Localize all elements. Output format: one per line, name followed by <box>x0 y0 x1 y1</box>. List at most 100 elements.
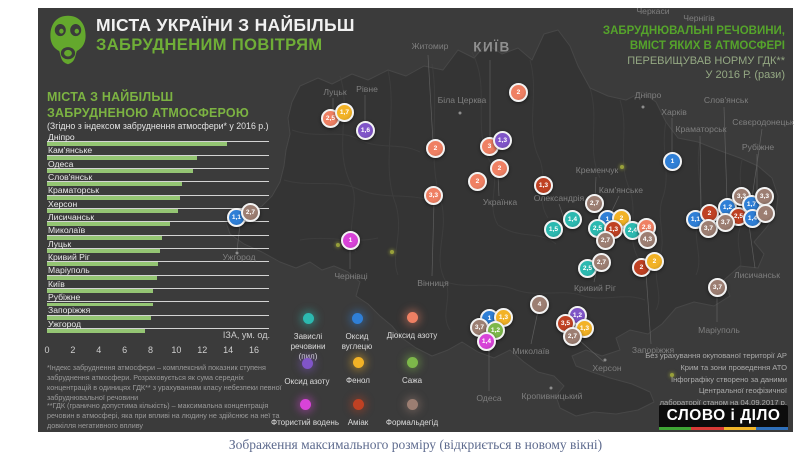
city-label: КИЇВ <box>473 39 511 55</box>
footnote-1: *Індекс забруднення атмосфери – комплекс… <box>47 363 282 403</box>
city-label: Вінниця <box>417 278 449 288</box>
bar <box>47 275 157 280</box>
legend-label: Сажа <box>401 376 423 385</box>
bar <box>47 315 151 320</box>
connector-line <box>748 224 756 269</box>
city-label: Миколаїв <box>512 346 550 356</box>
bar-city-label: Слов'янськ <box>48 172 93 183</box>
pollution-marker-fa: 3,7 <box>708 278 727 297</box>
title-line-1: МІСТА УКРАЇНИ З НАЙБІЛЬШ <box>96 15 355 35</box>
legend-color-dot <box>352 357 364 368</box>
title-line-2: ЗАБРУДНЕНИМ ПОВІТРЯМ <box>96 35 323 54</box>
bar-city-label: Запоріжжя <box>48 305 91 316</box>
connector-line <box>530 310 539 345</box>
bar-city-label: Ужгород <box>48 318 82 329</box>
bar-city-label: Кам'янське <box>48 145 93 156</box>
bar-city-label: Кривий Ріг <box>48 252 90 263</box>
city-label: Черкаси <box>636 6 670 16</box>
bar-row: Маріуполь <box>47 265 269 280</box>
credit-line: лабораторії станом на 04.09.2017 р. <box>659 398 787 408</box>
legend-label: Фенол <box>346 376 370 385</box>
axis-tick: 6 <box>122 345 128 355</box>
legend-color-dot <box>406 312 418 323</box>
bar <box>47 155 198 160</box>
pollution-marker-fa: 2,7 <box>241 203 260 222</box>
city-dot <box>549 386 553 390</box>
pollution-marker-dust: 1,5 <box>544 220 563 239</box>
legend-color-dot <box>301 358 313 369</box>
city-label: Херсон <box>592 363 622 373</box>
connector-line <box>578 339 605 363</box>
chart-subtitle: (Згідно з індексом забруднення атмосфери… <box>47 121 269 131</box>
legend-label: Діоксид азоту <box>386 331 438 340</box>
city-label: Біла Церква <box>437 95 487 105</box>
pollution-marker-phenol: 1,7 <box>335 103 354 122</box>
legend-color-dot <box>351 313 363 324</box>
pollution-marker-no2: 2 <box>490 159 509 178</box>
connector-line <box>593 272 597 283</box>
axis-tick: 10 <box>171 345 182 355</box>
credit-line: Інфографіку створено за даними <box>670 374 787 384</box>
pollution-marker-fa: 4,3 <box>638 230 657 249</box>
connector-line <box>699 135 702 210</box>
legend-color-dot <box>406 399 418 410</box>
city-label: Одеса <box>476 393 502 403</box>
legend-item: Формальдегід <box>370 397 454 428</box>
legend-item: Завислі речовини (пил) <box>266 311 350 362</box>
gas-mask-icon <box>46 13 90 72</box>
bar-city-label: Дніпро <box>48 132 75 142</box>
bar-row: Рубіжне <box>47 292 269 307</box>
small-city-dot <box>670 373 674 377</box>
legend-label: Завислі речовини (пил) <box>290 332 326 361</box>
city-dot <box>235 251 239 255</box>
legend-label: Фтористий водень <box>271 418 339 427</box>
bar-city-label: Краматорськ <box>48 185 99 196</box>
legend-item: Діоксид азоту <box>370 310 454 341</box>
axis-tick: 8 <box>147 345 154 355</box>
city-label: Слов'янськ <box>703 95 749 105</box>
chart-title: МІСТА З НАЙБІЛЬШ ЗАБРУДНЕНОЮ АТМОСФЕРОЮ <box>47 90 249 121</box>
bar <box>47 209 178 213</box>
bar <box>47 262 159 267</box>
legend-item: Оксид азоту <box>265 356 349 387</box>
bar <box>47 142 227 147</box>
connector-line <box>610 195 620 214</box>
city-label: Олександрія <box>533 193 585 203</box>
axis-tick: 2 <box>70 345 76 355</box>
credit-line: Без урахування окупованої території АР <box>645 351 787 360</box>
bar-city-label: Херсон <box>48 198 78 209</box>
city-dot <box>641 105 645 109</box>
axis-tick: 4 <box>96 345 102 355</box>
legend-color-dot <box>299 399 311 410</box>
bar-row: Дніпро <box>47 132 269 147</box>
bar-row: Краматорськ <box>47 185 269 200</box>
city-label: Рівне <box>356 84 378 94</box>
connector-line <box>645 272 652 345</box>
city-label: Рубіжне <box>741 142 775 152</box>
pollution-marker-fa: 2,7 <box>596 231 615 250</box>
bar-row: Миколаїв <box>47 225 269 240</box>
legend-color-dot <box>406 357 418 368</box>
city-label: Краматорськ <box>675 124 727 134</box>
legend-label: Оксид азоту <box>284 377 330 386</box>
connector-line <box>723 106 728 202</box>
logo-underline-segment <box>691 427 724 430</box>
legend-item: Фенол <box>316 355 400 386</box>
legend-item: Оксид вуглецю <box>315 311 399 352</box>
logo-underline <box>659 427 788 430</box>
pollution-marker-dust: 1,4 <box>563 210 582 229</box>
city-label: Сєвєродонецьк <box>732 117 794 127</box>
bar <box>47 235 163 240</box>
credit-line: Крим та зони проведення АТО <box>680 362 787 372</box>
pollution-marker-hf: 1,4 <box>477 332 496 351</box>
small-city-dot <box>620 165 624 169</box>
axis-tick: 0 <box>44 345 50 355</box>
image-caption-link[interactable]: Зображення максимального розміру (відкри… <box>228 437 603 452</box>
legend-color-dot <box>302 313 314 324</box>
pollution-marker-fa: 2,7 <box>563 327 582 346</box>
page-title: МІСТА УКРАЇНИ З НАЙБІЛЬШ ЗАБРУДНЕНИМ ПОВ… <box>96 15 355 54</box>
bar-row: Кам'янське <box>47 145 269 160</box>
city-label: Кам'янське <box>598 185 644 195</box>
city-label: Чернівці <box>334 271 368 281</box>
city-label: Лисичанськ <box>733 270 781 280</box>
